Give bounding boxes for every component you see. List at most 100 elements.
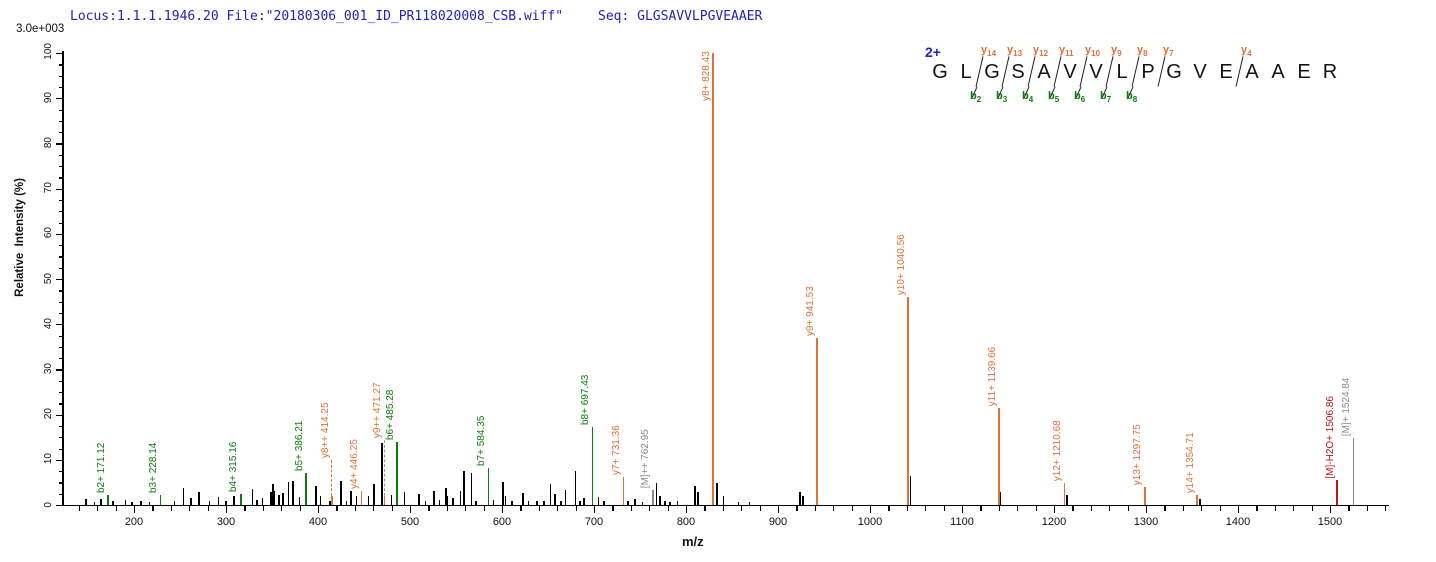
unassigned-peak [403,492,406,505]
x-minor-tick [1035,506,1037,511]
y-ion-marker: y10 [1085,44,1101,59]
x-minor-tick [115,506,117,511]
x-minor-tick [520,506,522,511]
unassigned-peak [655,483,658,505]
b-ions-peak [487,467,490,505]
peak-label: b3+ 228.14 [148,442,160,494]
x-minor-tick [1219,506,1221,511]
y-minor-tick [58,256,62,258]
y-minor-tick [58,358,62,360]
y-tick-label: 60 [43,227,54,239]
b-ions-peak [107,495,110,505]
x-axis-title: m/z [682,534,704,549]
x-minor-tick [759,506,761,511]
x-minor-tick [1293,506,1295,511]
unassigned-peak [190,498,192,505]
residue-letter: V [1089,61,1103,83]
x-minor-tick [998,506,1001,511]
unassigned-peak [182,488,185,505]
unassigned-peak [446,495,449,505]
peak-label: y9++ 471.27 [372,382,384,438]
y-minor-tick [58,290,62,292]
unassigned-peak [278,494,281,505]
y-major-tick [56,414,62,416]
y-ion-marker: y14 [981,44,997,59]
peak-label: y12+ 1210.68 [1052,420,1064,482]
x-tick-label: 600 [492,516,512,528]
x-major-tick [410,506,412,513]
header-locus-file: Locus:1.1.1.1946.20 File:"20180306_001_I… [70,9,564,24]
peak-label: b4+ 315.16 [228,441,240,492]
unassigned-peak [582,498,585,505]
y-minor-tick [58,120,62,123]
y-tick-label: 20 [43,408,54,420]
y-major-tick [56,143,62,145]
x-minor-tick [925,506,927,511]
unassigned-peak [273,490,276,505]
y-minor-tick [58,166,62,168]
y-minor-tick [58,380,62,382]
unassigned-peak [315,485,317,505]
b-ion-marker: b7 [1100,90,1112,105]
x-minor-tick [980,506,982,511]
y-minor-tick [58,346,62,349]
peak-label: y10+ 1040.56 [895,234,907,296]
x-minor-tick [851,506,853,511]
residue-letter: L [960,61,972,83]
unassigned-peak [111,501,114,505]
x-minor-tick [336,506,338,511]
residue-letter: V [1193,61,1207,83]
x-minor-tick [391,506,393,511]
unassigned-peak [93,501,96,505]
y-minor-tick [58,471,62,473]
unassigned-peak [261,497,264,505]
peak-label: y14+ 1354.71 [1184,432,1196,494]
y-minor-tick [58,109,62,111]
unassigned-peak [131,501,133,505]
residue-letter: A [1245,61,1259,83]
unassigned-peak [1065,495,1068,505]
unassigned-peak [676,501,679,505]
x-major-tick [686,506,688,513]
y-ions-peak [998,407,1001,505]
peak-label: [M]++ 762.95 [640,429,652,489]
unassigned-peak [502,482,504,505]
x-minor-tick [649,506,651,511]
unassigned-peak [124,500,127,505]
unassigned-peak [367,495,370,505]
unassigned-peak [470,472,473,505]
x-minor-tick [1348,506,1350,511]
x-tick-label: 1400 [1225,516,1251,528]
x-tick-label: 700 [584,516,604,528]
y-major-tick [56,324,62,326]
y-major-tick [56,459,62,462]
x-minor-tick [1256,506,1258,511]
x-minor-tick [943,506,945,511]
unassigned-peak [140,501,143,505]
unassigned-peak [217,497,220,505]
y-ions-peak [622,476,625,505]
unassigned-peak [559,501,562,505]
y-tick-label: 80 [43,137,54,149]
x-tick-label: 1500 [1317,516,1343,528]
unassigned-peak [173,500,176,505]
residue-letter: G [1166,61,1182,83]
precursor-charge-label: 2+ [925,44,941,60]
x-minor-tick [189,506,191,511]
y-minor-tick [58,177,62,179]
x-minor-tick [1090,506,1093,511]
unassigned-peak [208,501,211,505]
unassigned-peak [350,491,352,505]
y-major-tick [56,279,62,281]
x-minor-tick [1017,506,1019,511]
y-major-tick [56,98,62,100]
unassigned-peak [574,470,577,505]
residue-letter: E [1297,61,1311,83]
x-minor-tick [704,506,706,511]
x-minor-tick [152,506,154,511]
x-minor-tick [722,506,725,511]
unassigned-peak [748,502,751,505]
y-major-tick [56,505,62,507]
x-tick-label: 1100 [950,516,974,528]
y-ions-peak [360,490,363,505]
